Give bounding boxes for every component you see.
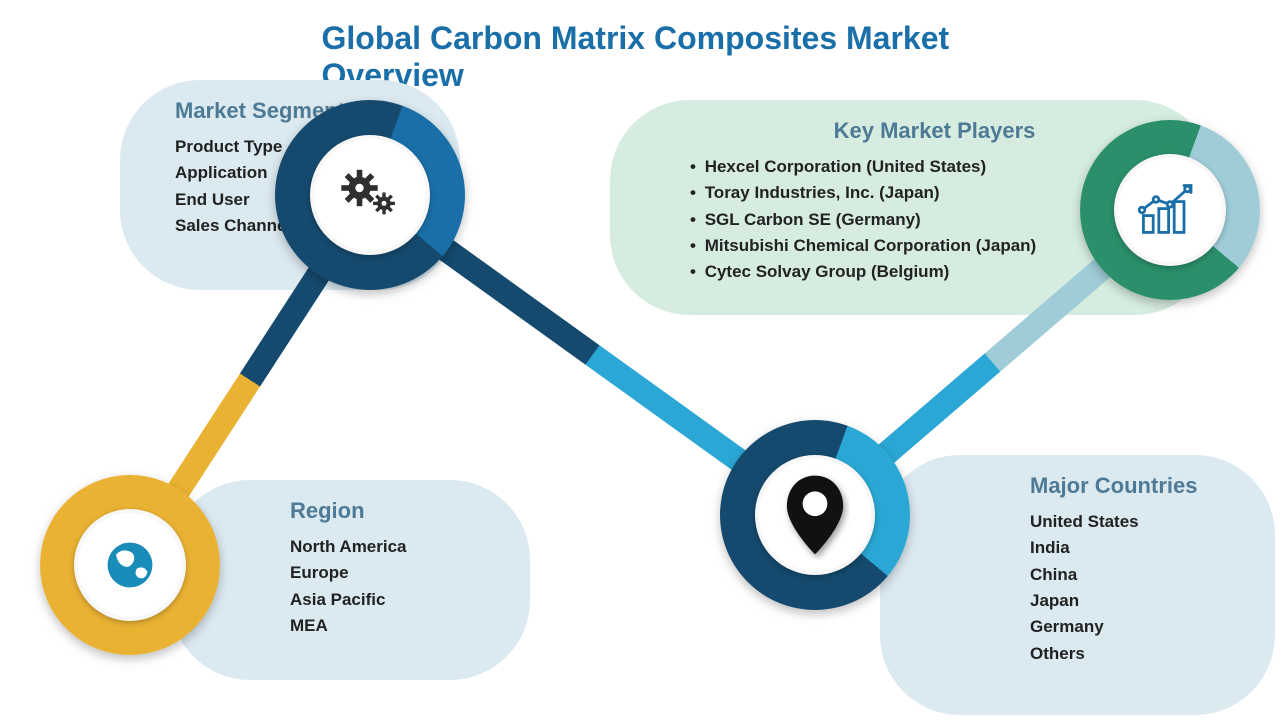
list-item: Japan [1030,588,1239,614]
node-key-players [1080,120,1260,300]
node-market-segments [275,100,465,290]
page-title: Global Carbon Matrix Composites Market O… [322,20,965,94]
list-item: Germany [1030,614,1239,640]
list-item: Others [1030,641,1239,667]
list-item: China [1030,562,1239,588]
pin-icon [780,470,850,560]
gears-icon [335,160,405,230]
panel-major-countries: Major Countries United StatesIndiaChinaJ… [880,455,1275,715]
node-region [40,475,220,655]
globe-icon [95,530,165,600]
list-item: United States [1030,509,1239,535]
list-item: Asia Pacific [290,587,494,613]
list-item: India [1030,535,1239,561]
panel-title: Region [290,498,494,524]
list-item: MEA [290,613,494,639]
chart-icon [1135,180,1205,240]
panel-list: North AmericaEuropeAsia PacificMEA [290,534,494,639]
panel-list: United StatesIndiaChinaJapanGermanyOther… [1030,509,1239,667]
node-major-countries [720,420,910,610]
list-item: Europe [290,560,494,586]
list-item: North America [290,534,494,560]
panel-title: Key Market Players [690,118,1179,144]
panel-region: Region North AmericaEuropeAsia PacificME… [170,480,530,680]
panel-title: Major Countries [1030,473,1239,499]
